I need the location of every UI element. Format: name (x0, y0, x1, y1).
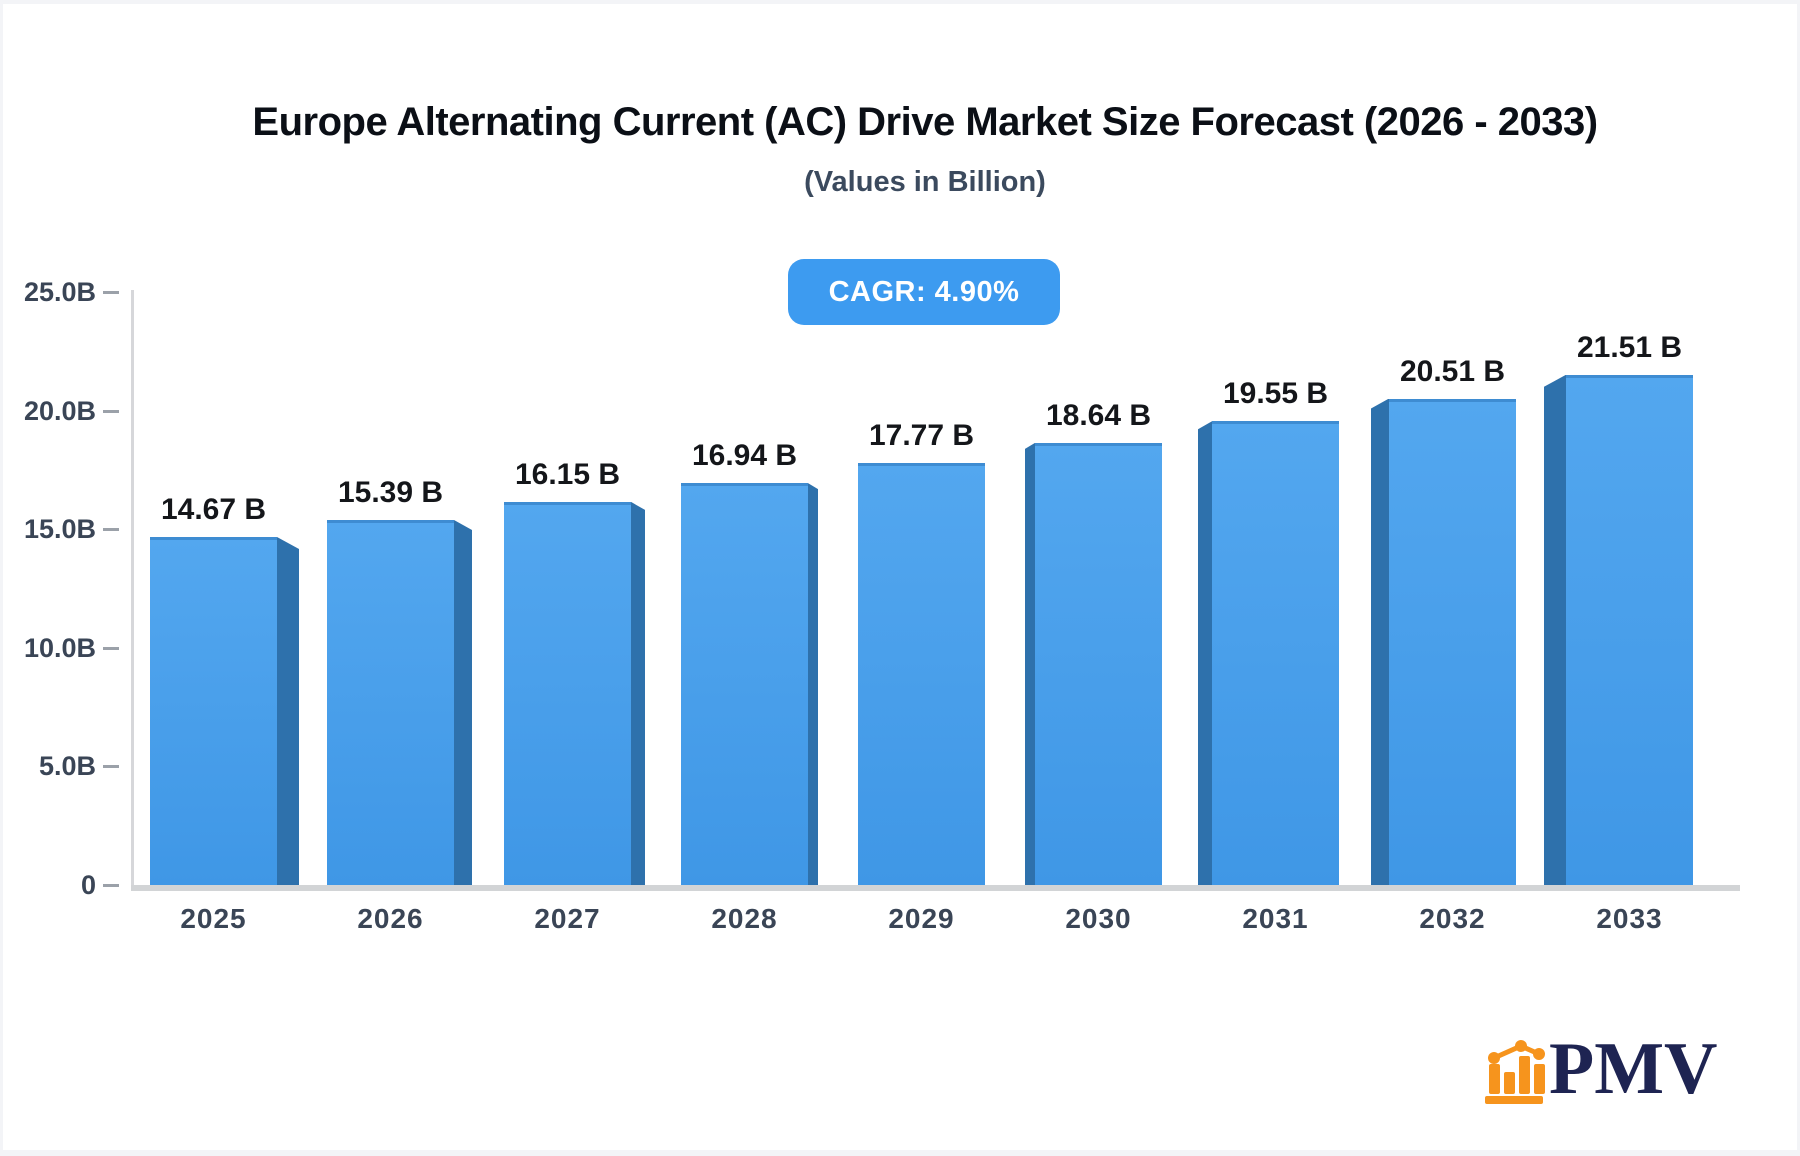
x-axis-label-2027: 2027 (534, 903, 601, 934)
bar-value-label-2032: 20.51 B (1399, 354, 1506, 388)
bar-value-label-2033: 21.51 B (1576, 330, 1683, 364)
chart-title: Europe Alternating Current (AC) Drive Ma… (252, 100, 1598, 144)
y-axis-tick-label: 10.0B (23, 632, 96, 663)
bar-2027[interactable] (504, 501, 631, 885)
bar-3d-side-2033 (1544, 374, 1566, 885)
bar-2033[interactable] (1566, 374, 1693, 885)
bar-2032[interactable] (1389, 398, 1516, 885)
x-axis-label-2030: 2030 (1065, 903, 1132, 934)
y-axis-tick (103, 528, 119, 532)
y-axis-tick-label: 25.0B (23, 277, 96, 307)
y-axis-line (131, 290, 134, 891)
y-axis-tick-label: 15.0B (23, 514, 96, 545)
y-axis-tick (103, 409, 119, 413)
x-axis-baseline (131, 885, 1740, 891)
bar-2026[interactable] (327, 519, 454, 885)
bar-2030[interactable] (1035, 442, 1162, 885)
x-axis-label-2032: 2032 (1419, 903, 1486, 934)
x-axis-label-2025: 2025 (180, 903, 247, 934)
x-axis-label-2026: 2026 (357, 903, 424, 934)
x-axis-label-2029: 2029 (888, 903, 955, 934)
bar-value-label-2031: 19.55 B (1222, 377, 1329, 411)
cagr-badge-label: CAGR: 4.90% (828, 275, 1020, 308)
bar-value-label-2025: 14.67 B (160, 493, 267, 527)
bar-3d-side-2026 (454, 519, 472, 885)
bar-chart-logo-icon (1485, 1040, 1545, 1104)
bar-2025[interactable] (150, 537, 277, 885)
y-axis-tick (103, 291, 119, 294)
bar-3d-side-2031 (1198, 421, 1212, 885)
pmv-logo-text: PMV (1549, 1027, 1718, 1110)
y-axis-tick-label: 0 (80, 870, 96, 900)
bar-value-label-2029: 17.77 B (868, 419, 975, 453)
bar-2028[interactable] (681, 483, 808, 885)
x-axis-label-2028: 2028 (711, 903, 778, 934)
bar-2031[interactable] (1212, 421, 1339, 885)
bar-value-label-2028: 16.94 B (691, 439, 798, 473)
bar-value-label-2027: 16.15 B (514, 457, 621, 491)
y-axis-tick-label: 5.0B (38, 751, 96, 782)
bar-3d-side-2028 (808, 483, 818, 885)
bar-3d-side-2025 (277, 537, 299, 885)
cagr-badge: CAGR: 4.90% (788, 259, 1060, 325)
y-axis-tick (103, 646, 119, 650)
pmv-logo: PMV (1483, 1024, 1718, 1110)
bar-3d-side-2030 (1025, 442, 1035, 885)
bar-2029[interactable] (858, 463, 985, 885)
bar-3d-side-2027 (631, 501, 645, 885)
bar-value-label-2030: 18.64 B (1045, 398, 1152, 432)
chart-subtitle: (Values in Billion) (804, 166, 1046, 198)
x-axis-label-2033: 2033 (1596, 903, 1663, 934)
bar-value-label-2026: 15.39 B (337, 475, 444, 509)
y-axis-tick (103, 884, 119, 887)
y-axis-tick-label: 20.0B (23, 395, 96, 426)
x-axis-label-2031: 2031 (1242, 903, 1309, 934)
y-axis-tick (103, 765, 119, 769)
bar-3d-side-2032 (1371, 398, 1389, 885)
